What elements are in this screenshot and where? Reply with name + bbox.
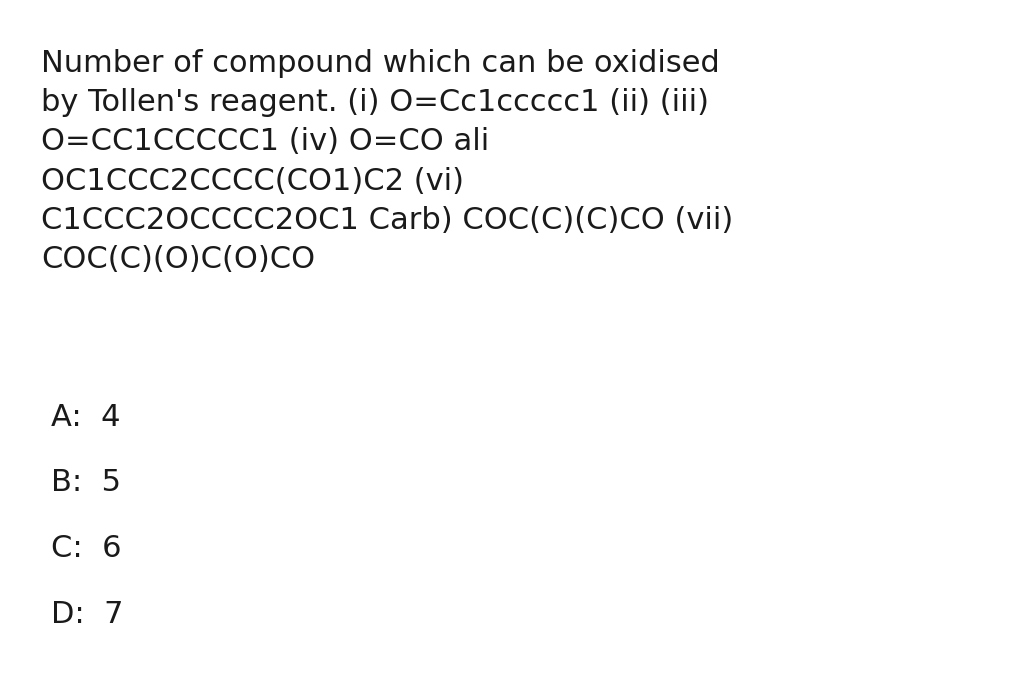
Text: Number of compound which can be oxidised
by Tollen's reagent. (i) O=Cc1ccccc1 (i: Number of compound which can be oxidised… (41, 49, 733, 274)
Text: D:  7: D: 7 (51, 600, 124, 629)
Text: B:  5: B: 5 (51, 468, 121, 498)
Text: A:  4: A: 4 (51, 403, 121, 432)
Text: C:  6: C: 6 (51, 534, 122, 564)
